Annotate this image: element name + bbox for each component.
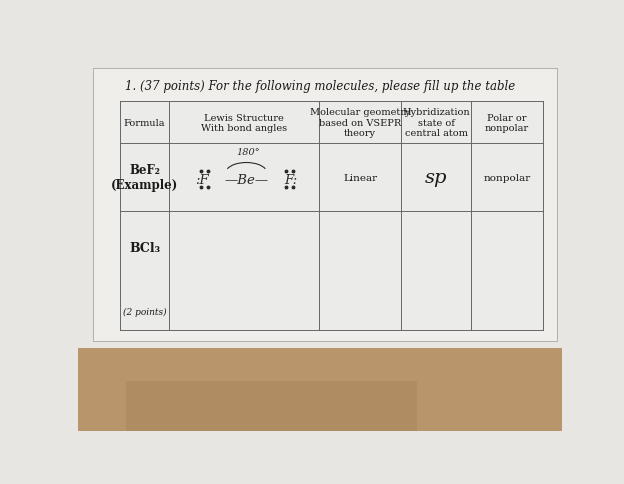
Text: 1. (37 points) For the following molecules, please fill up the table: 1. (37 points) For the following molecul… — [125, 80, 515, 93]
Text: Lewis Structure
With bond angles: Lewis Structure With bond angles — [201, 113, 287, 133]
Text: Hybridization
state of
central atom: Hybridization state of central atom — [402, 108, 470, 138]
Text: Formula: Formula — [124, 119, 165, 128]
Text: nonpolar: nonpolar — [484, 173, 530, 182]
Text: Linear: Linear — [343, 173, 377, 182]
Bar — [120, 102, 543, 331]
Bar — [78, 349, 562, 431]
Text: sp: sp — [425, 169, 447, 187]
Text: Polar or
nonpolar: Polar or nonpolar — [485, 113, 529, 133]
Text: 180°: 180° — [236, 148, 260, 157]
Bar — [92, 69, 557, 341]
Text: :F: :F — [195, 173, 209, 186]
Bar — [126, 381, 417, 431]
Text: —Be—: —Be— — [224, 173, 268, 186]
Text: F:: F: — [284, 173, 297, 186]
Text: BCl₃: BCl₃ — [129, 242, 160, 254]
Text: BeF₂
(Example): BeF₂ (Example) — [111, 164, 178, 192]
Text: (2 points): (2 points) — [123, 307, 167, 316]
Text: Molecular geometry
based on VSEPR
theory: Molecular geometry based on VSEPR theory — [310, 108, 411, 138]
